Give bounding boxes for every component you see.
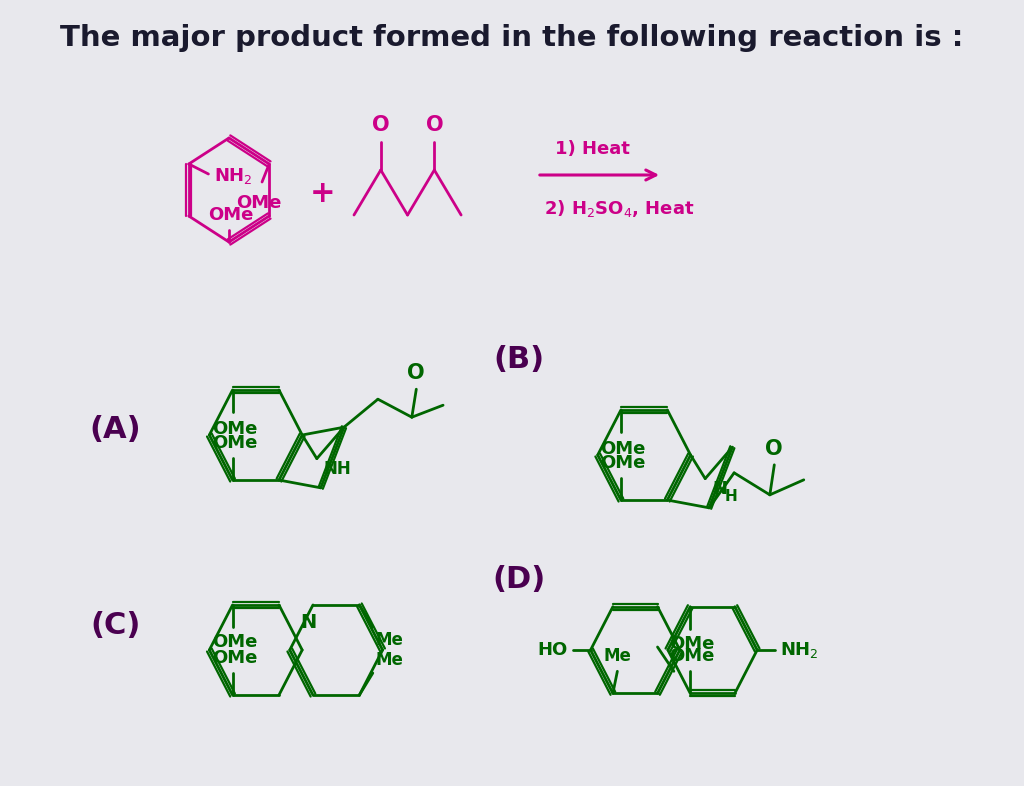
Text: OMe: OMe <box>208 206 254 224</box>
Text: NH$_2$: NH$_2$ <box>780 640 819 660</box>
Text: 2) H$_2$SO$_4$, Heat: 2) H$_2$SO$_4$, Heat <box>544 198 694 219</box>
Text: (D): (D) <box>493 565 546 594</box>
Text: O: O <box>766 439 783 459</box>
Text: NH: NH <box>324 460 351 478</box>
Text: OMe: OMe <box>670 635 715 652</box>
Text: NH$_2$: NH$_2$ <box>214 166 252 186</box>
Text: OMe: OMe <box>670 648 715 665</box>
Text: +: + <box>310 178 336 208</box>
Text: (C): (C) <box>90 611 140 640</box>
Text: Me: Me <box>376 631 403 649</box>
Text: The major product formed in the following reaction is :: The major product formed in the followin… <box>60 24 964 52</box>
Text: N: N <box>713 479 727 498</box>
Text: N: N <box>300 613 316 632</box>
Text: OMe: OMe <box>600 440 645 458</box>
Text: O: O <box>426 115 443 135</box>
Text: O: O <box>408 363 425 384</box>
Text: O: O <box>372 115 389 135</box>
Text: (B): (B) <box>494 346 545 374</box>
Text: Me: Me <box>603 648 631 665</box>
Text: OMe: OMe <box>600 454 645 472</box>
Text: H: H <box>725 489 737 504</box>
Text: OMe: OMe <box>212 649 257 667</box>
Text: OMe: OMe <box>236 194 282 212</box>
Text: Me: Me <box>376 651 403 669</box>
Text: OMe: OMe <box>212 420 257 438</box>
Text: OMe: OMe <box>212 434 257 452</box>
Text: OMe: OMe <box>212 633 257 651</box>
Text: 1) Heat: 1) Heat <box>555 140 630 158</box>
Text: HO: HO <box>538 641 567 659</box>
Text: (A): (A) <box>90 416 141 445</box>
